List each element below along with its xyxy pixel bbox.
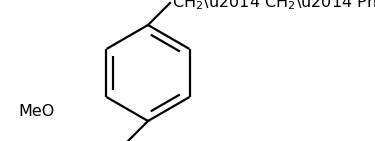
Text: MeO: MeO: [18, 104, 54, 120]
Text: CH$_2$\u2014 CH$_2$\u2014 Ph: CH$_2$\u2014 CH$_2$\u2014 Ph: [172, 0, 375, 12]
